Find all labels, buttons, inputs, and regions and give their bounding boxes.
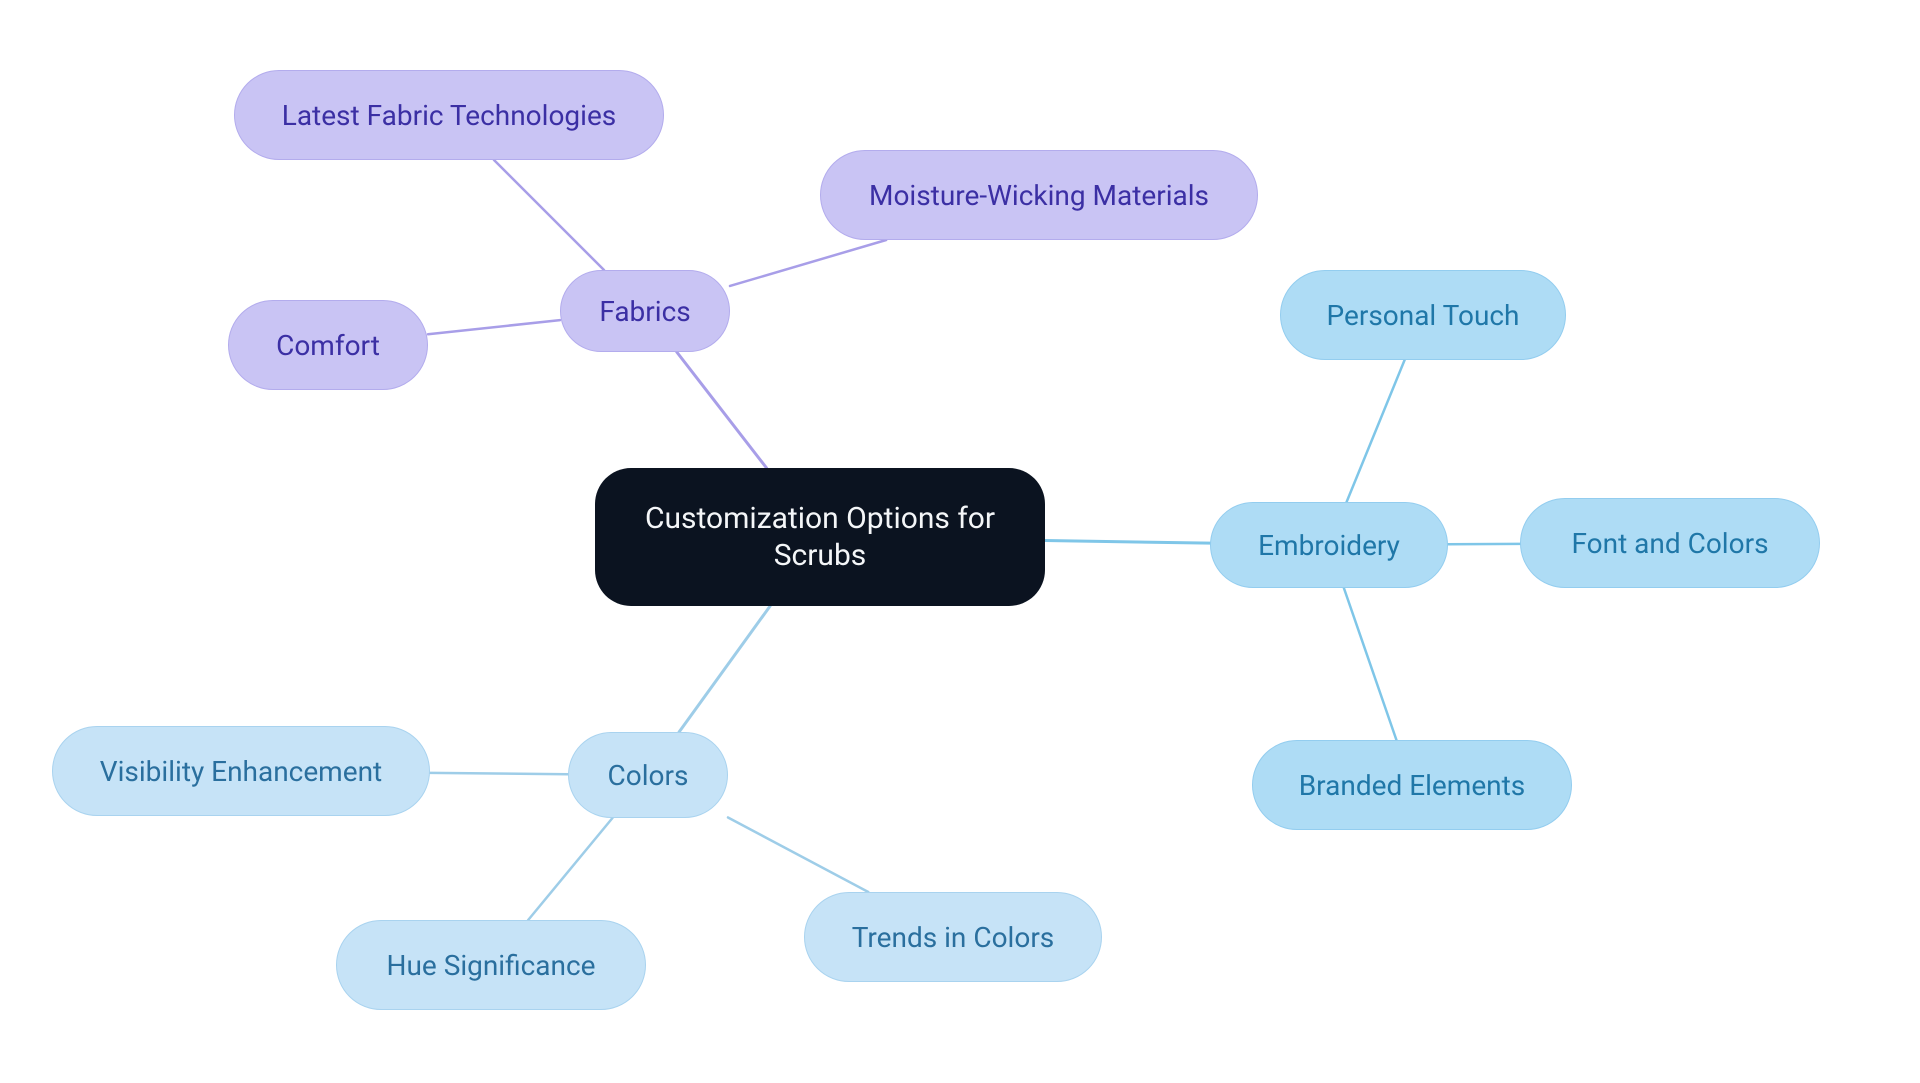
- node-fabrics-moisture-label: Moisture-Wicking Materials: [869, 178, 1209, 213]
- node-embroidery: Embroidery: [1210, 502, 1448, 588]
- node-emb-branded: Branded Elements: [1252, 740, 1572, 830]
- node-colors: Colors: [568, 732, 728, 818]
- node-emb-font: Font and Colors: [1520, 498, 1820, 588]
- node-fabrics-tech: Latest Fabric Technologies: [234, 70, 664, 160]
- node-emb-personal-label: Personal Touch: [1327, 298, 1520, 333]
- node-emb-personal: Personal Touch: [1280, 270, 1566, 360]
- node-center-label: Customization Options for Scrubs: [645, 500, 995, 575]
- node-fabrics-tech-label: Latest Fabric Technologies: [282, 98, 617, 133]
- node-fabrics-comfort-label: Comfort: [276, 328, 380, 363]
- node-colors-hue: Hue Significance: [336, 920, 646, 1010]
- node-colors-trends-label: Trends in Colors: [852, 920, 1055, 955]
- node-fabrics-comfort: Comfort: [228, 300, 428, 390]
- node-center: Customization Options for Scrubs: [595, 468, 1045, 606]
- node-colors-visibility-label: Visibility Enhancement: [100, 754, 382, 789]
- node-colors-trends: Trends in Colors: [804, 892, 1102, 982]
- node-embroidery-label: Embroidery: [1258, 528, 1400, 563]
- node-colors-visibility: Visibility Enhancement: [52, 726, 430, 816]
- node-emb-font-label: Font and Colors: [1571, 526, 1768, 561]
- node-colors-label: Colors: [608, 758, 689, 793]
- node-fabrics-moisture: Moisture-Wicking Materials: [820, 150, 1258, 240]
- node-fabrics-label: Fabrics: [599, 294, 690, 329]
- mindmap-canvas: Customization Options for Scrubs Fabrics…: [0, 0, 1920, 1083]
- node-fabrics: Fabrics: [560, 270, 730, 352]
- node-emb-branded-label: Branded Elements: [1299, 768, 1526, 803]
- node-colors-hue-label: Hue Significance: [386, 948, 595, 983]
